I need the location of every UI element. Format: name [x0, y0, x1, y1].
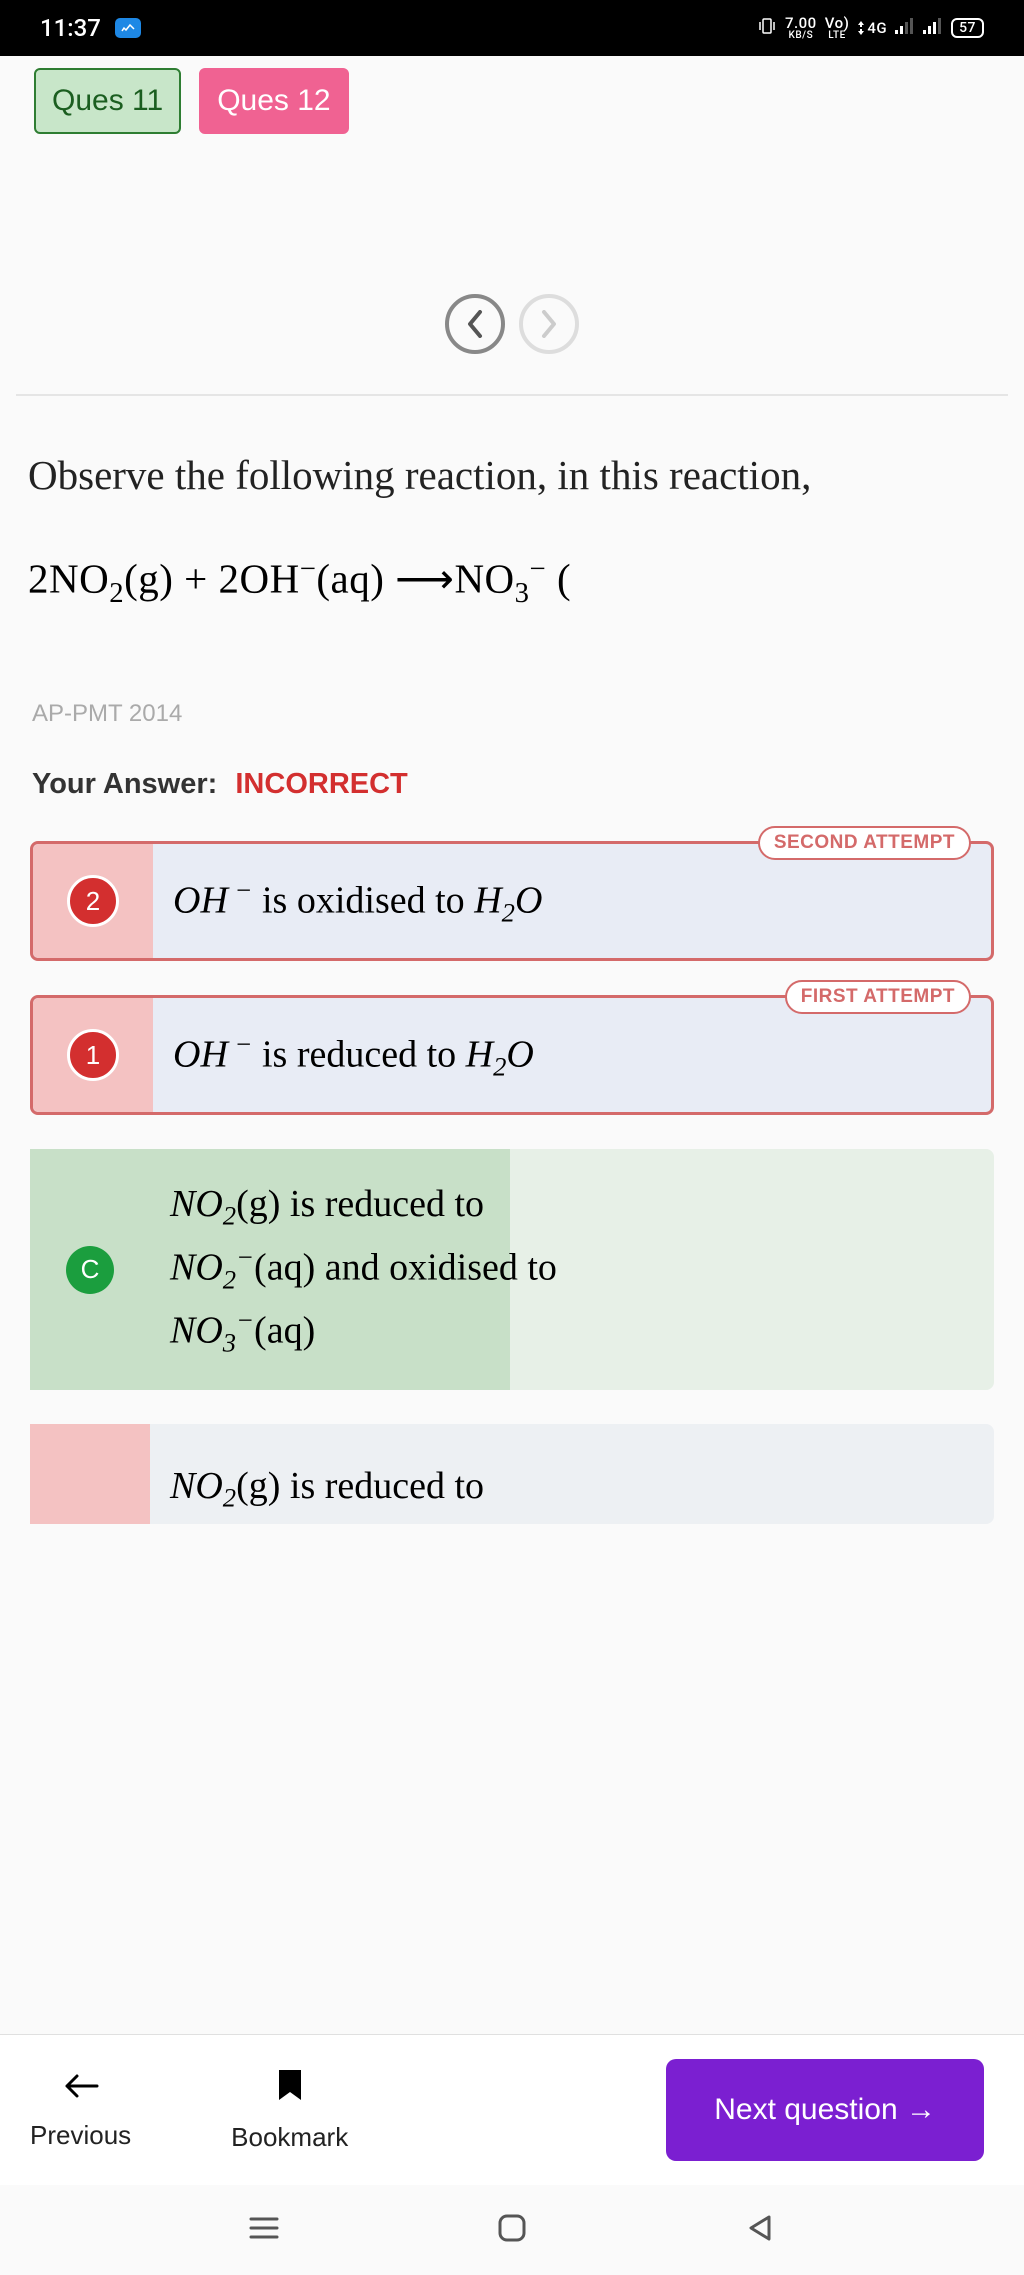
next-arrow-button[interactable]: [519, 294, 579, 354]
question-tabs: Ques 11 Ques 12: [0, 56, 1024, 164]
tab-ques-12[interactable]: Ques 12: [199, 68, 348, 134]
source-tag: AP-PMT 2014: [0, 700, 1024, 768]
volte-top: Vo): [825, 16, 850, 31]
battery-indicator: 57: [951, 18, 984, 38]
option-second-attempt[interactable]: SECOND ATTEMPT 2 OH − is oxidised to H2O: [30, 841, 994, 961]
attempt-badge-1: 1: [67, 1029, 119, 1081]
question-prompt: Observe the following reaction, in this …: [0, 448, 1024, 553]
option-badge-area: C: [30, 1149, 150, 1390]
prev-arrow-button[interactable]: [445, 294, 505, 354]
option-correct[interactable]: C NO2(g) is reduced to NO2−(aq) and oxid…: [30, 1149, 994, 1390]
net-type-label: 4G: [867, 19, 887, 37]
signal-bars-1-icon: [895, 18, 915, 38]
option-d-partial[interactable]: NO2(g) is reduced to: [30, 1424, 994, 1524]
volte-indicator: Vo) LTE: [825, 16, 850, 41]
bottom-action-bar: Previous Bookmark Next question →: [0, 2034, 1024, 2185]
app-notification-icon: [115, 18, 141, 38]
arrow-left-icon: [63, 2070, 99, 2106]
status-left: 11:37: [40, 14, 141, 42]
next-question-button[interactable]: Next question →: [666, 2059, 984, 2161]
previous-button[interactable]: Previous: [30, 2070, 131, 2151]
tab-ques-11[interactable]: Ques 11: [34, 68, 181, 134]
answer-status: INCORRECT: [235, 768, 407, 800]
status-right: 7.00 KB/S Vo) LTE 4G 57: [757, 16, 984, 41]
option-text: OH − is reduced to H2O: [153, 1003, 991, 1108]
net-speed: 7.00 KB/S: [785, 16, 817, 41]
net-type-indicator: 4G: [857, 19, 887, 37]
status-time: 11:37: [40, 14, 101, 42]
option-text: NO2(g) is reduced to: [150, 1434, 994, 1514]
net-speed-value: 7.00: [785, 16, 817, 31]
back-button[interactable]: [745, 2213, 775, 2248]
bookmark-icon: [277, 2068, 303, 2108]
recents-button[interactable]: [249, 2215, 279, 2246]
android-nav-bar: [0, 2185, 1024, 2275]
android-status-bar: 11:37 7.00 KB/S Vo) LTE 4G 57: [0, 0, 1024, 56]
net-speed-unit: KB/S: [789, 31, 814, 41]
answer-label: Your Answer:: [32, 768, 217, 800]
second-attempt-pill: SECOND ATTEMPT: [758, 826, 971, 860]
main-content: Ques 11 Ques 12 Observe the following re…: [0, 56, 1024, 2034]
chevron-right-icon: [540, 310, 558, 338]
signal-bars-2-icon: [923, 18, 943, 38]
question-nav-arrows: [0, 294, 1024, 354]
option-badge-area: 1: [33, 998, 153, 1112]
attempt-badge-2: 2: [67, 875, 119, 927]
option-text: OH − is oxidised to H2O: [153, 849, 991, 954]
previous-label: Previous: [30, 2120, 131, 2151]
volte-bot: LTE: [828, 31, 845, 41]
option-badge-area: [30, 1424, 150, 1524]
divider: [16, 394, 1008, 396]
correct-badge: C: [66, 1246, 114, 1294]
option-badge-area: 2: [33, 844, 153, 958]
home-button[interactable]: [497, 2213, 527, 2248]
option-text: NO2(g) is reduced to NO2−(aq) and oxidis…: [150, 1149, 994, 1390]
vibrate-icon: [757, 17, 777, 39]
bookmark-label: Bookmark: [231, 2122, 348, 2153]
first-attempt-pill: FIRST ATTEMPT: [785, 980, 971, 1014]
bookmark-button[interactable]: Bookmark: [231, 2068, 348, 2153]
option-first-attempt[interactable]: FIRST ATTEMPT 1 OH − is reduced to H2O: [30, 995, 994, 1115]
chevron-left-icon: [466, 310, 484, 338]
reaction-equation: 2NO2(g) + 2OH−(aq) ⟶NO3− (: [0, 553, 1024, 700]
